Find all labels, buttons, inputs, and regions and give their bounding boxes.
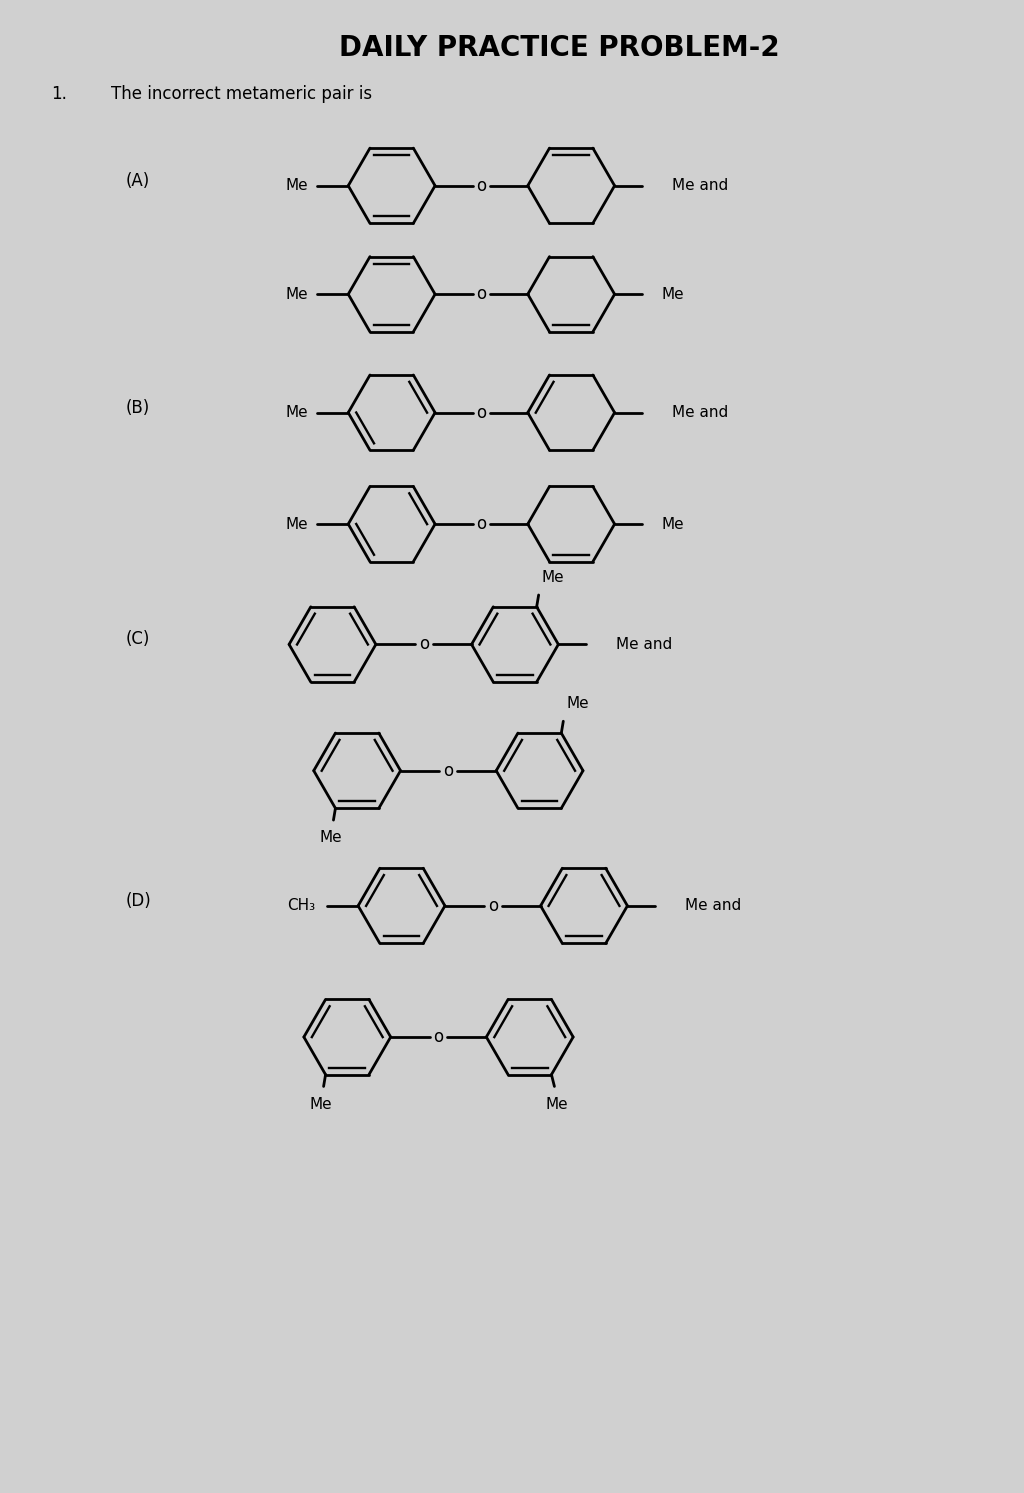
Text: Me: Me [662, 287, 685, 302]
Text: Me: Me [309, 1097, 332, 1112]
Text: The incorrect metameric pair is: The incorrect metameric pair is [111, 85, 372, 103]
Text: DAILY PRACTICE PROBLEM-2: DAILY PRACTICE PROBLEM-2 [339, 34, 779, 61]
Text: (D): (D) [125, 891, 152, 909]
Text: o: o [476, 515, 486, 533]
Text: Me: Me [286, 517, 308, 532]
Text: Me: Me [286, 287, 308, 302]
Text: 1.: 1. [51, 85, 68, 103]
Text: o: o [476, 285, 486, 303]
Text: o: o [476, 176, 486, 194]
Text: o: o [476, 403, 486, 421]
Text: o: o [433, 1029, 443, 1047]
Text: o: o [487, 897, 498, 915]
Text: (B): (B) [125, 399, 150, 417]
Text: Me: Me [286, 405, 308, 420]
Text: Me and: Me and [672, 178, 728, 193]
Text: Me: Me [542, 570, 564, 585]
Text: Me: Me [545, 1097, 567, 1112]
Text: Me: Me [662, 517, 685, 532]
Text: o: o [443, 761, 454, 779]
Text: Me: Me [286, 178, 308, 193]
Text: CH₃: CH₃ [287, 899, 315, 914]
Text: o: o [419, 636, 429, 654]
Text: Me and: Me and [685, 899, 741, 914]
Text: Me and: Me and [615, 638, 672, 652]
Text: Me: Me [566, 696, 589, 711]
Text: (C): (C) [125, 630, 150, 648]
Text: Me and: Me and [672, 405, 728, 420]
Text: (A): (A) [125, 172, 150, 190]
Text: Me: Me [319, 830, 342, 845]
